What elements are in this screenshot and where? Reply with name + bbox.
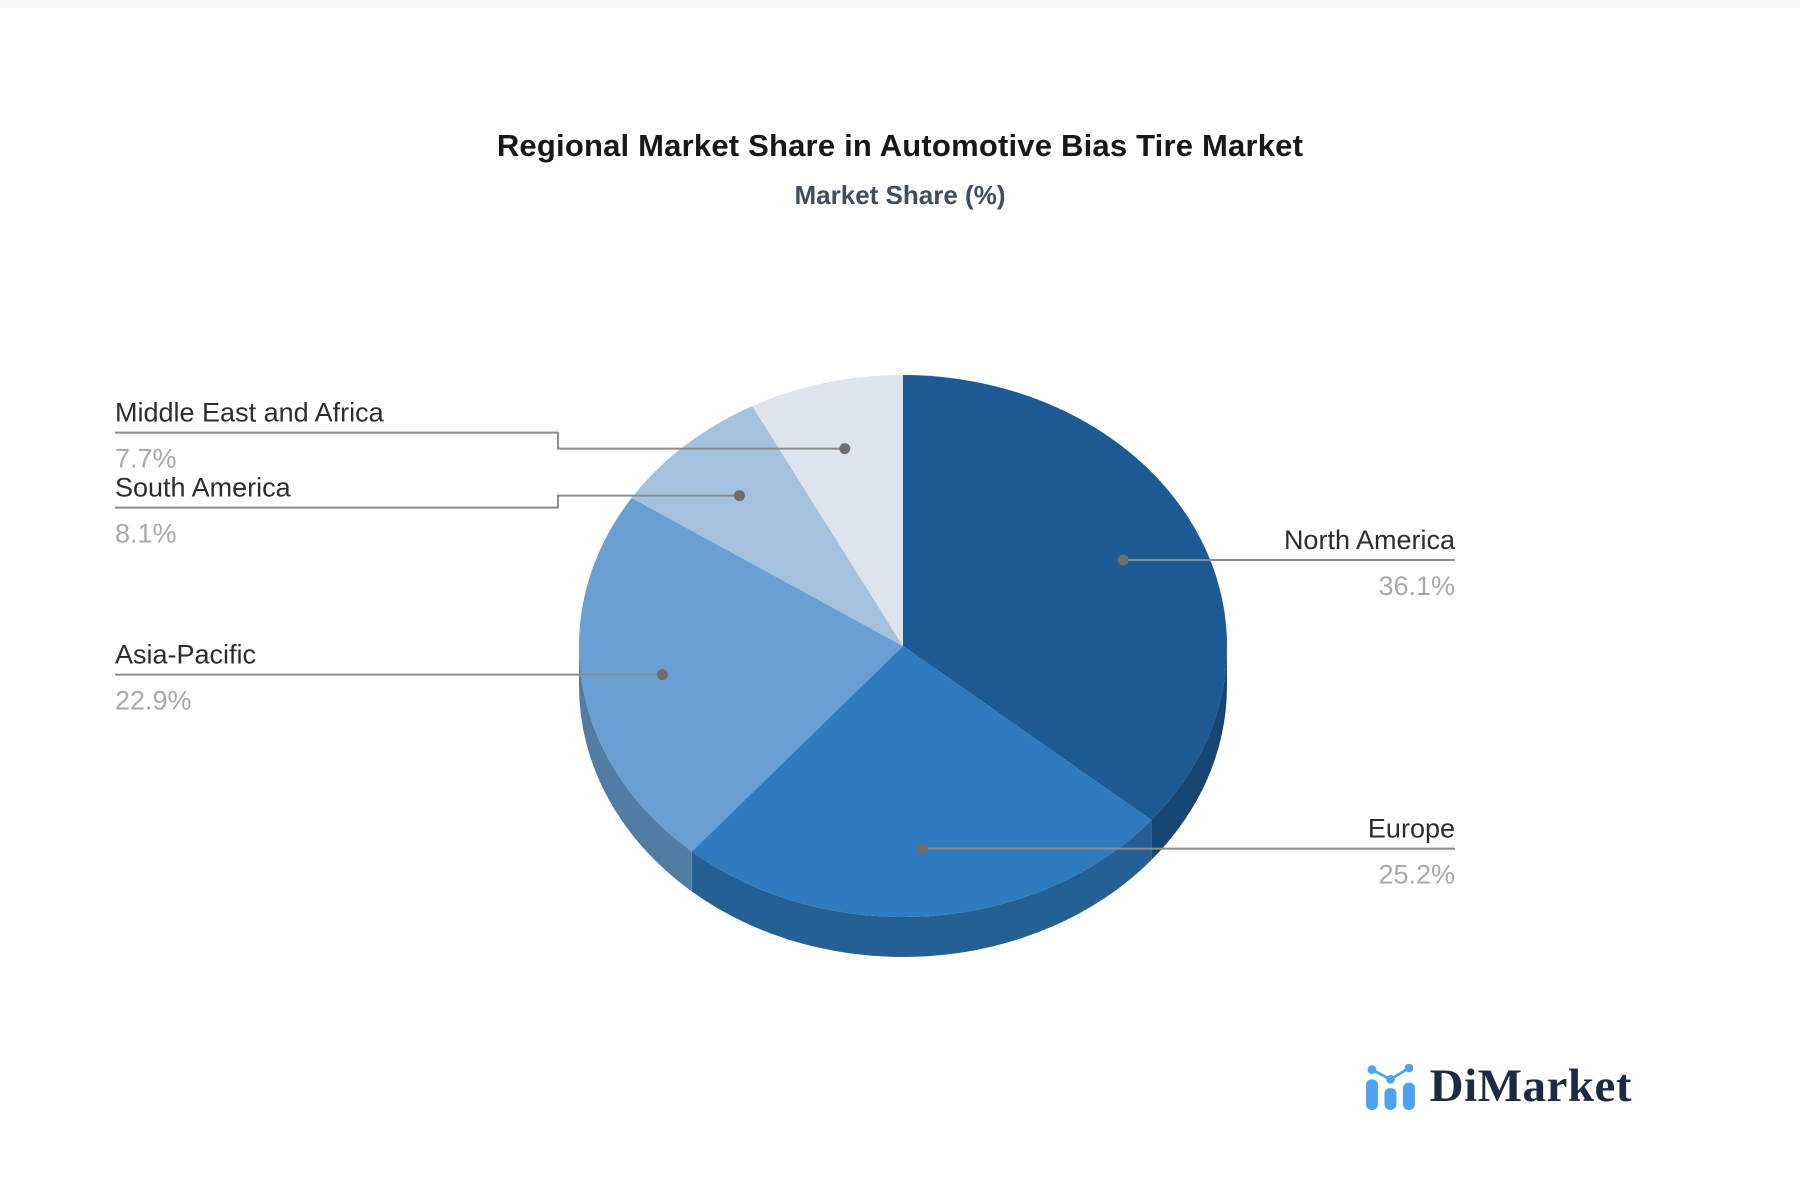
slice-value-middle-east-and-africa: 7.7% (115, 444, 177, 474)
pie-slice-north-america[interactable] (903, 375, 1227, 821)
dimarket-logo: DiMarket (1365, 1060, 1632, 1112)
slice-label-north-america: North America (1284, 525, 1456, 555)
slice-label-asia-pacific: Asia-Pacific (115, 640, 256, 670)
slice-label-middle-east-and-africa: Middle East and Africa (115, 398, 385, 428)
leader-line-middle-east-and-africa (115, 431, 845, 450)
slice-value-north-america: 36.1% (1378, 571, 1455, 601)
pie-slice-side-north-america (1151, 646, 1227, 861)
slice-value-europe: 25.2% (1378, 860, 1455, 890)
pie-slice-south-america[interactable] (631, 406, 903, 646)
leader-dot-middle-east-and-africa (839, 443, 851, 455)
leader-dot-europe (917, 843, 929, 855)
leader-dot-north-america (1117, 554, 1129, 566)
slice-value-south-america: 8.1% (115, 519, 177, 549)
pie-slice-side-asia-pacific (579, 646, 692, 892)
leader-dot-south-america (733, 490, 745, 502)
slice-label-south-america: South America (115, 473, 292, 503)
slice-value-asia-pacific: 22.9% (115, 686, 192, 716)
chart-title: Regional Market Share in Automotive Bias… (496, 128, 1304, 163)
top-strip (0, 0, 1800, 8)
pie-slice-asia-pacific[interactable] (579, 497, 903, 852)
slice-label-europe: Europe (1368, 814, 1455, 844)
pie-slice-middle-east-and-africa[interactable] (752, 375, 903, 646)
pie-slice-side-europe (691, 820, 1152, 957)
dimarket-logo-text: DiMarket (1429, 1060, 1632, 1112)
dimarket-logo-icon (1365, 1064, 1415, 1110)
chart-subtitle: Market Share (%) (794, 180, 1006, 210)
leader-dot-asia-pacific (656, 669, 668, 681)
leader-line-south-america (115, 494, 740, 509)
